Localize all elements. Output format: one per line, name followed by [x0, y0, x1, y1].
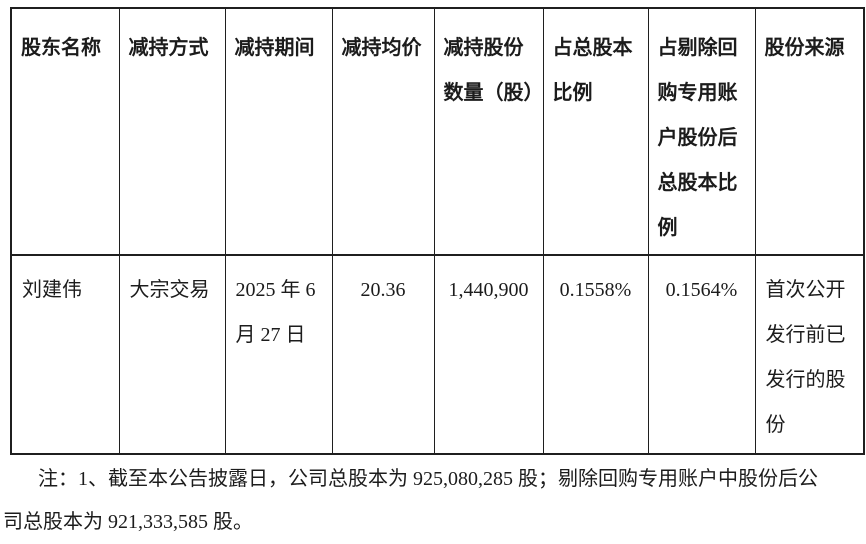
col-header-reduction-method: 减持方式: [118, 7, 226, 256]
col-header-shares-reduced: 减持股份 数量（股）: [433, 7, 544, 256]
col-header-pct-total-share-capital: 占总股本 比例: [542, 7, 649, 256]
cell-shares-reduced: 1,440,900: [433, 254, 544, 455]
share-reduction-table: 股东名称 减持方式 减持期间 减持均价 减持股份 数量（股） 占总股本 比例 占…: [10, 7, 865, 455]
col-header-reduction-period: 减持期间: [224, 7, 333, 256]
cell-reduction-period: 2025 年 6 月 27 日: [224, 254, 333, 455]
col-header-shareholder-name: 股东名称: [10, 7, 120, 256]
cell-pct-total-share-capital: 0.1558%: [542, 254, 649, 455]
cell-average-price: 20.36: [331, 254, 435, 455]
cell-pct-excluding-repurchase: 0.1564%: [647, 254, 756, 455]
cell-shareholder-name: 刘建伟: [10, 254, 120, 455]
col-header-share-source: 股份来源: [754, 7, 865, 256]
col-header-pct-excluding-repurchase: 占剔除回 购专用账 户股份后 总股本比 例: [647, 7, 756, 256]
table-header-row: 股东名称 减持方式 减持期间 减持均价 减持股份 数量（股） 占总股本 比例 占…: [10, 7, 865, 256]
cell-share-source: 首次公开 发行前已 发行的股 份: [754, 254, 865, 455]
cell-reduction-method: 大宗交易: [118, 254, 226, 455]
footnote: 注：1、截至本公告披露日，公司总股本为 925,080,285 股；剔除回购专用…: [3, 468, 818, 533]
col-header-average-price: 减持均价: [331, 7, 435, 256]
table-row: 刘建伟 大宗交易 2025 年 6 月 27 日 20.36 1,440,900…: [10, 254, 865, 455]
